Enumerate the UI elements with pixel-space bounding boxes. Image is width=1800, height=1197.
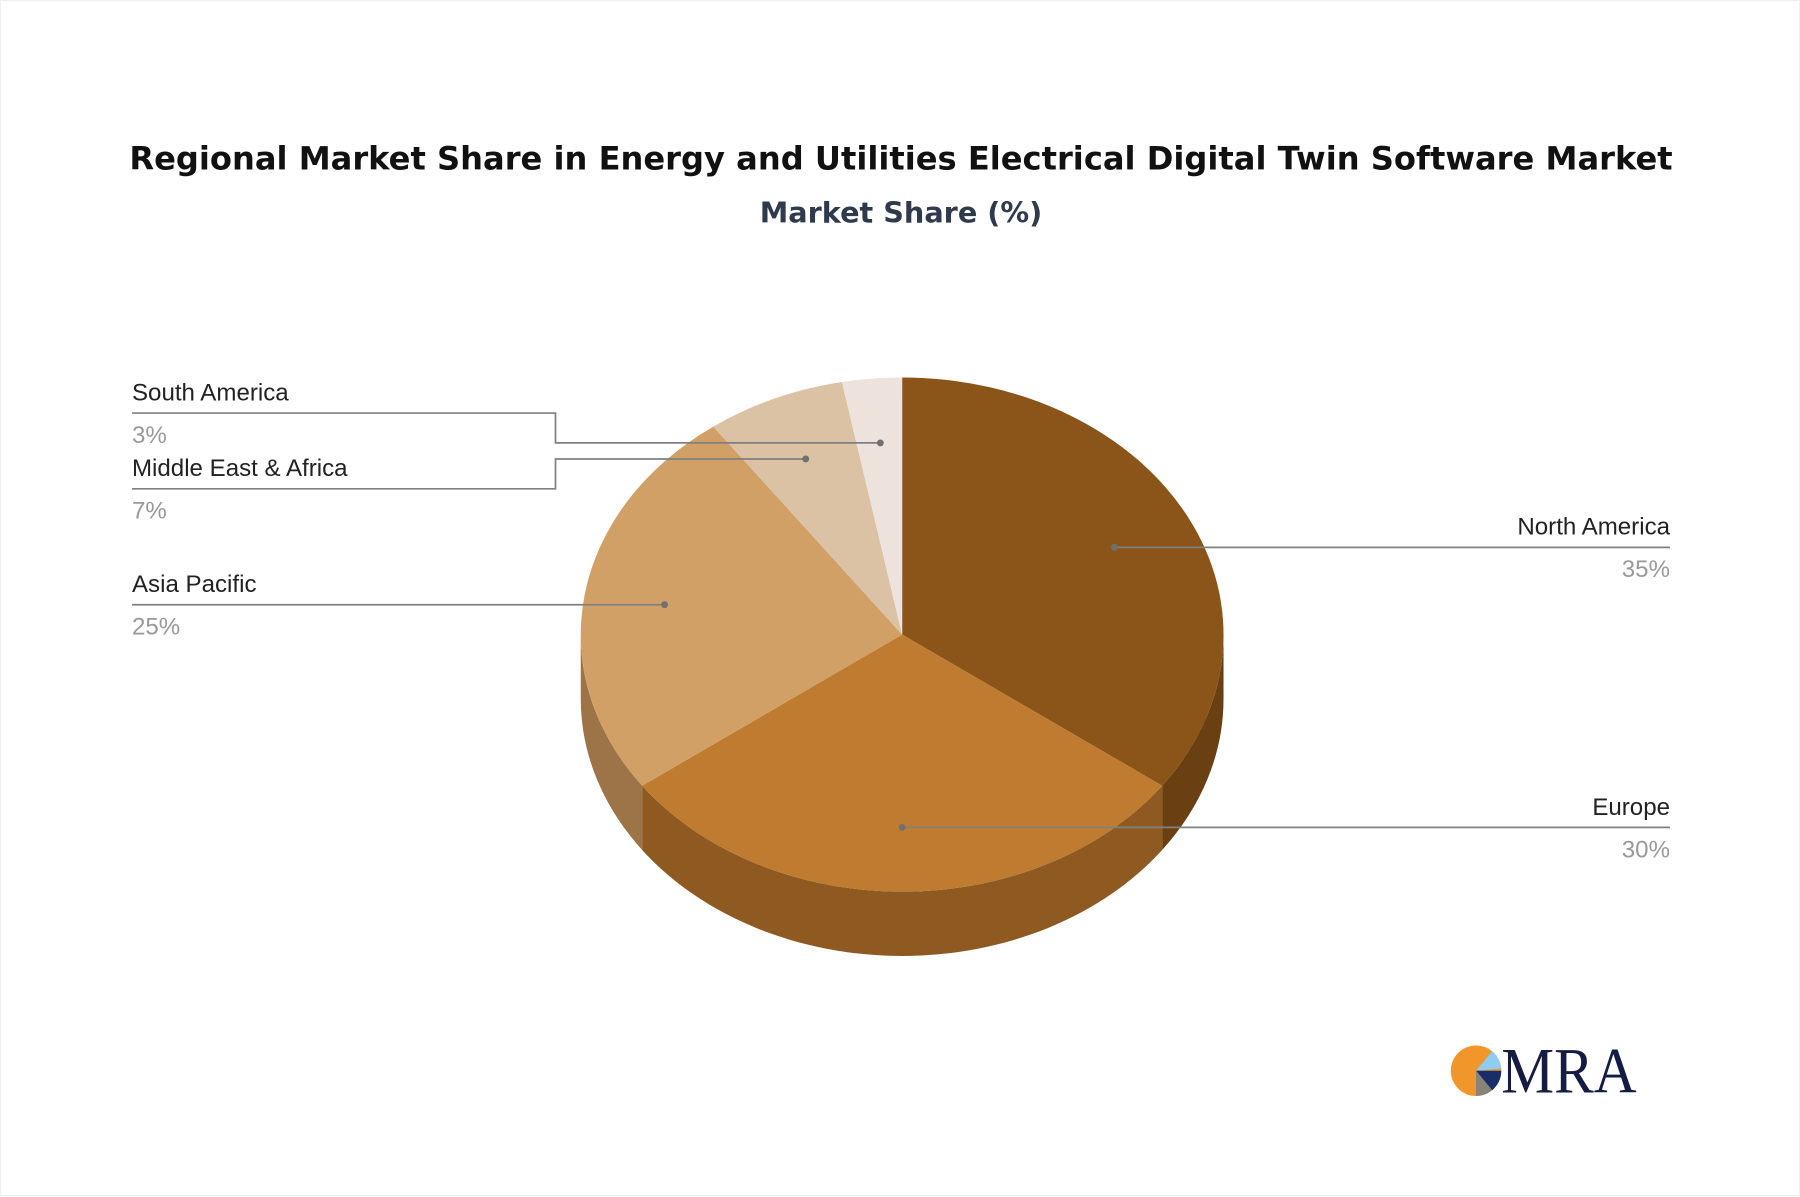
chart-subtitle: Market Share (%) [760,196,1043,230]
slice-label: North America [1517,514,1670,541]
pie-sides [580,634,1224,956]
pie-slice-asia-pacific[interactable] [580,426,903,786]
label-1: Europe 30% [898,794,1670,863]
leader-line [131,458,806,490]
slice-value: 3% [132,422,167,449]
pie-slice-north-america[interactable] [902,377,1224,786]
mra-logo: MRA [1450,1036,1637,1107]
leader-dot [802,455,810,463]
slice-value: 30% [1622,836,1670,863]
label-3: Middle East & Africa 7% [131,455,810,525]
leader-dot [661,601,668,609]
slice-value: 7% [132,498,167,525]
slice-label: Middle East & Africa [132,455,348,482]
slice-label: Europe [1592,794,1670,821]
leader-line [131,412,881,444]
logo-text: MRA [1501,1036,1636,1107]
pie-slices [580,377,1224,892]
slice-label: Asia Pacific [132,571,257,598]
slice-value: 35% [1622,556,1670,583]
leader-dot [876,439,884,447]
pie-side-2 [580,634,643,850]
chart-title: Regional Market Share in Energy and Util… [129,140,1672,178]
pie-side-0 [1162,634,1224,850]
leader-dot [1111,543,1118,551]
label-2: Asia Pacific 25% [131,571,668,641]
slice-label: South America [132,379,289,406]
pie-slice-south-america[interactable] [841,377,903,635]
label-0: North America 35% [1111,514,1671,583]
label-4: South America 3% [131,379,884,449]
pie-slice-middle-east-africa[interactable] [713,382,903,635]
leader-dot [898,823,906,831]
pie-labels: North America 35% Europe 30% Asia Pacific 25%… [131,379,1671,863]
slice-value: 25% [132,614,180,641]
pie-side-1 [642,785,1163,956]
